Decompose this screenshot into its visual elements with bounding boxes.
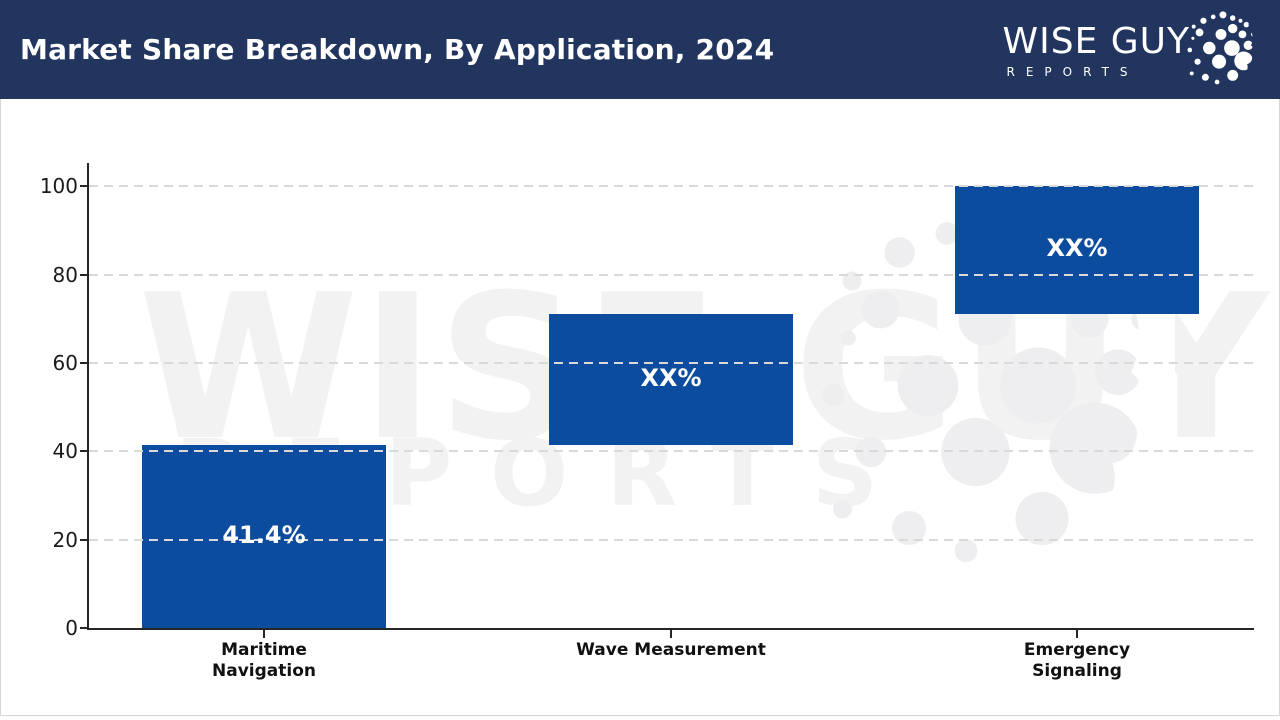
y-axis-tick — [80, 450, 88, 453]
y-axis-tick — [80, 538, 88, 541]
logo-wiseguy-text: WISE GUY — [1002, 20, 1190, 62]
y-axis-tick-label: 0 — [65, 616, 78, 640]
bar-value-label: 41.4% — [222, 520, 306, 549]
gridline — [89, 361, 1253, 364]
y-axis-tick-label: 20 — [52, 527, 78, 552]
bar-value-label: XX% — [1046, 234, 1108, 263]
x-axis-tick — [263, 630, 265, 638]
gridline — [89, 538, 1253, 541]
header-bar: Market Share Breakdown, By Application, … — [0, 0, 1280, 99]
y-axis-tick-label: 100 — [39, 174, 78, 199]
brand-logo: WISE GUY REPORTS — [1003, 8, 1263, 92]
x-axis-category-label: Maritime Navigation — [154, 640, 374, 682]
x-axis-category-label: Wave Measurement — [561, 640, 781, 661]
y-axis-tick-label: 40 — [52, 439, 78, 464]
x-axis-label-line: Maritime — [221, 640, 307, 660]
x-axis-tick — [670, 630, 672, 638]
gridline — [89, 185, 1253, 188]
page-title: Market Share Breakdown, By Application, … — [20, 33, 775, 66]
y-axis-line — [87, 163, 89, 628]
gridline — [89, 273, 1253, 276]
x-axis-label-line: Emergency — [1023, 640, 1131, 660]
bar-segment — [142, 445, 386, 628]
gridline — [89, 450, 1253, 453]
x-axis-label-line: Navigation — [212, 661, 316, 681]
waterfall-chart: 0 20 40 60 80 100 41.4% Maritime Navigation XX% Wa… — [0, 99, 1280, 716]
x-axis-tick — [1076, 630, 1078, 638]
x-axis-category-label: Emergency Signaling — [967, 640, 1187, 682]
y-axis-tick — [80, 361, 88, 364]
bar-segment — [955, 186, 1199, 315]
y-axis-tick-label: 80 — [52, 262, 78, 287]
logo-face-dots-icon — [1187, 11, 1260, 89]
y-axis-tick — [80, 627, 88, 629]
bar-segment — [549, 314, 793, 446]
logo-reports-text: REPORTS — [1006, 64, 1139, 79]
x-axis-label-line: Signaling — [1032, 661, 1122, 681]
y-axis-tick-label: 60 — [52, 350, 78, 375]
y-axis-tick — [80, 273, 88, 276]
bar-value-label: XX% — [640, 363, 702, 392]
x-axis-label-line: Wave Measurement — [576, 640, 766, 660]
x-axis-line — [87, 628, 1254, 630]
y-axis-tick — [80, 185, 88, 188]
